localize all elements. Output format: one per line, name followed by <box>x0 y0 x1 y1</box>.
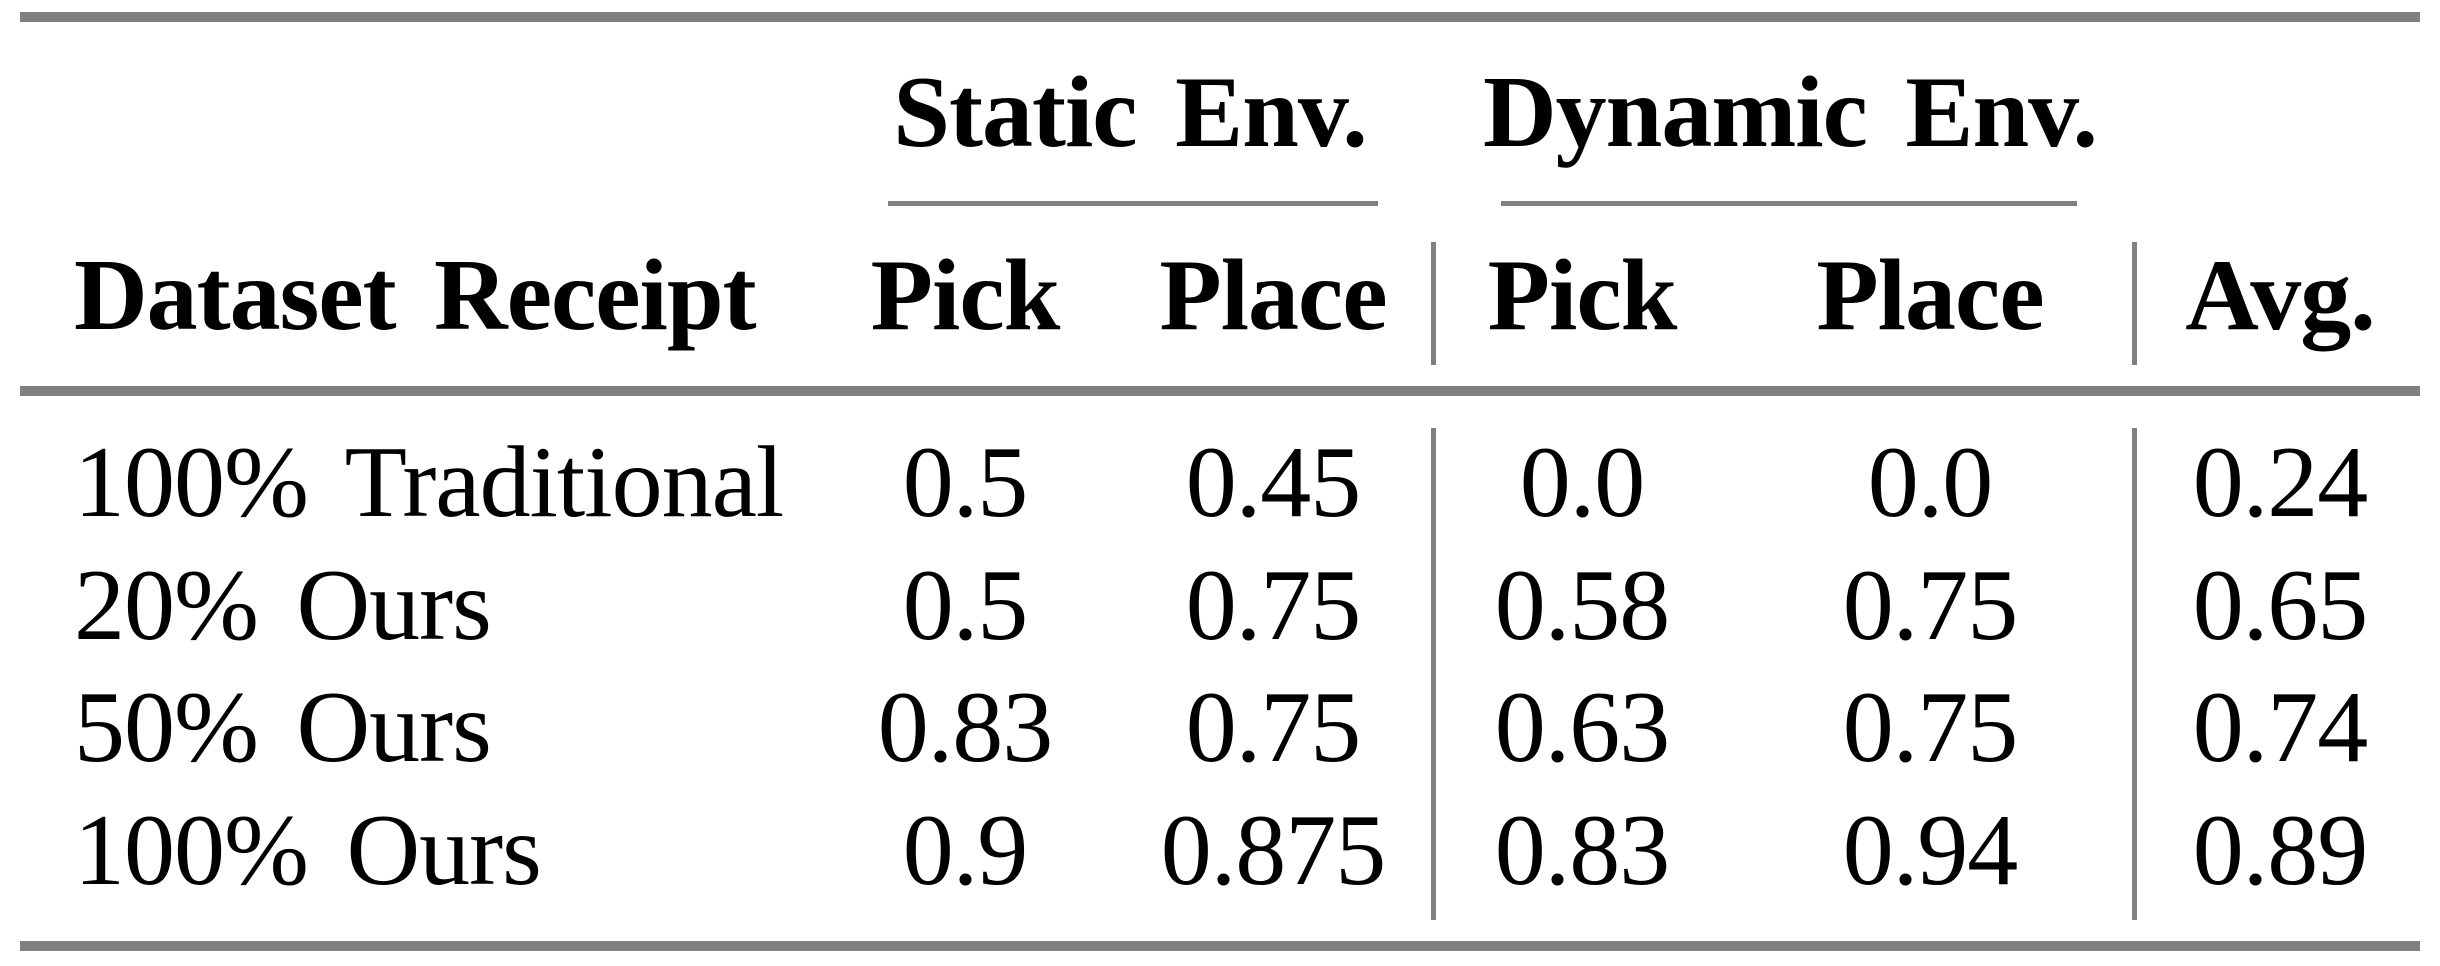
table-cell: 0.75 <box>1842 671 2018 784</box>
table-cell: 0.89 <box>2192 794 2368 907</box>
table-cell: 0.9 <box>902 794 1028 907</box>
table-bottom-rule <box>20 941 2420 951</box>
table-cell: 0.63 <box>1494 671 1670 784</box>
group-header-dynamic-env: Dynamic Env. <box>1482 56 2098 169</box>
table-cell: 0.0 <box>1867 426 1993 539</box>
table-cell: 0.24 <box>2192 426 2368 539</box>
table-cell: 0.75 <box>1185 549 1361 662</box>
table-cell: 0.0 <box>1519 426 1645 539</box>
column-header-static-pick: Pick <box>870 239 1061 352</box>
dynamic-env-cmidrule <box>1501 201 2077 206</box>
table-cell: 0.75 <box>1842 549 2018 662</box>
vertical-separator-2-body <box>2132 428 2137 920</box>
table-cell: 0.94 <box>1842 794 2018 907</box>
column-header-dataset-receipt: Dataset Receipt <box>74 239 757 352</box>
column-header-dynamic-pick: Pick <box>1487 239 1678 352</box>
table-cell: 0.83 <box>1494 794 1670 907</box>
table-cell: 0.875 <box>1160 794 1386 907</box>
table-cell: 0.75 <box>1185 671 1361 784</box>
row-label: 100% Traditional <box>74 426 784 539</box>
table-cell: 0.5 <box>902 426 1028 539</box>
table-cell: 0.65 <box>2192 549 2368 662</box>
vertical-separator-1-body <box>1431 428 1436 920</box>
column-header-avg: Avg. <box>2185 239 2376 352</box>
table-header-rule <box>20 386 2420 396</box>
column-header-static-place: Place <box>1159 239 1387 352</box>
vertical-separator-1-header <box>1431 242 1436 365</box>
group-header-static-env: Static Env. <box>893 56 1367 169</box>
table-cell: 0.83 <box>877 671 1053 784</box>
row-label: 100% Ours <box>74 794 542 907</box>
table-cell: 0.74 <box>2192 671 2368 784</box>
column-header-dynamic-place: Place <box>1816 239 2044 352</box>
row-label: 20% Ours <box>74 549 492 662</box>
table-top-rule <box>20 12 2420 22</box>
row-label: 50% Ours <box>74 671 492 784</box>
vertical-separator-2-header <box>2132 242 2137 365</box>
static-env-cmidrule <box>888 201 1378 206</box>
table-cell: 0.5 <box>902 549 1028 662</box>
table-cell: 0.45 <box>1185 426 1361 539</box>
table-cell: 0.58 <box>1494 549 1670 662</box>
